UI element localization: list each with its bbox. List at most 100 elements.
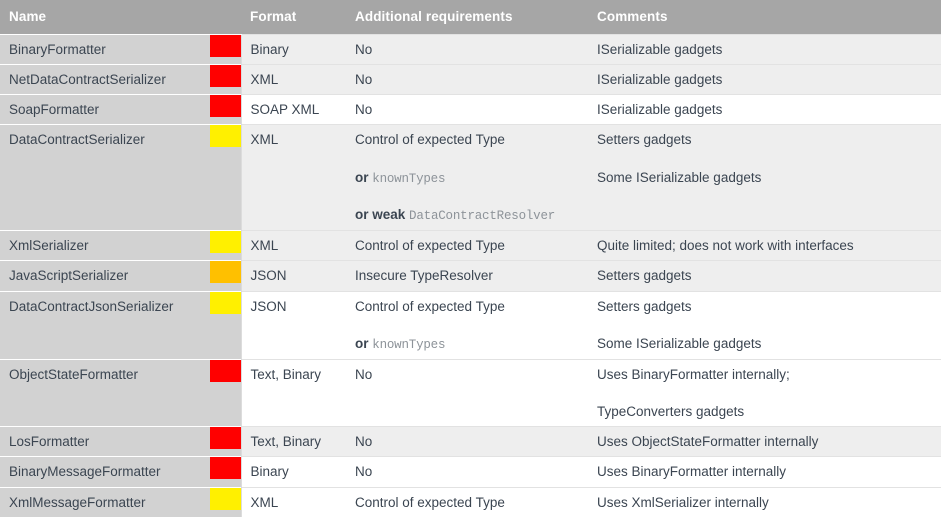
- risk-indicator-low: [210, 487, 241, 510]
- comments-line: ISerializable gadgets: [597, 102, 723, 117]
- additional_requirements-line: Control of expected Type: [355, 298, 505, 314]
- comments-line: Uses BinaryFormatter internally;: [597, 366, 790, 382]
- cell-additional-requirements: Control of expected Type: [346, 229, 588, 261]
- table-row: LosFormatter Text, Binary No Uses ObjectSta…: [0, 425, 941, 457]
- cell-additional-requirements: No: [346, 63, 588, 95]
- table-row: XmlMessageFormatter XML Control of expecte…: [0, 486, 941, 517]
- comments-line: TypeConverters gadgets: [597, 403, 745, 419]
- cell-serializer-name: JavaScriptSerializer: [0, 260, 210, 291]
- comments-line: Uses ObjectStateFormatter internally: [597, 434, 819, 449]
- cell-risk-swatch: [210, 290, 241, 359]
- cell-comments: Uses BinaryFormatter internally: [588, 456, 941, 487]
- column-header-additional-requirements: Additional requirements: [346, 0, 588, 34]
- comments-line: Setters gadgets: [597, 268, 692, 284]
- table-row: DataContractSerializer XML Control of expe…: [0, 124, 941, 231]
- cell-risk-swatch: [210, 260, 241, 291]
- cell-serializer-name: LosFormatter: [0, 425, 210, 457]
- cell-format: Text, Binary: [240, 425, 346, 457]
- cell-serializer-name: NetDataContractSerializer: [0, 63, 210, 95]
- cell-format: Binary: [240, 456, 346, 487]
- table-row: BinaryFormatter Binary No ISerializable gad…: [0, 33, 941, 65]
- column-header-name: Name: [0, 0, 210, 34]
- cell-serializer-name: XmlMessageFormatter: [0, 486, 210, 517]
- cell-serializer-name: SoapFormatter: [0, 93, 210, 125]
- table-row: DataContractJsonSerializer JSON Control of…: [0, 290, 941, 359]
- risk-indicator-low: [210, 291, 241, 314]
- comments-line: ISerializable gadgets: [597, 41, 723, 57]
- table-row: XmlSerializer XML Control of expected Type…: [0, 229, 941, 261]
- cell-risk-swatch: [210, 33, 241, 65]
- comments-line: Some ISerializable gadgets: [597, 169, 762, 185]
- additional_requirements-line: No: [355, 434, 373, 449]
- cell-format: JSON: [240, 290, 346, 359]
- additional_requirements-line-prefix: or weak: [355, 207, 406, 223]
- cell-risk-swatch: [210, 93, 241, 125]
- additional_requirements-line: Control of expected Type: [355, 132, 505, 148]
- cell-format: XML: [240, 63, 346, 95]
- cell-comments: Uses XmlSerializer internally: [588, 486, 941, 517]
- cell-format: XML: [240, 124, 346, 231]
- table-row: SoapFormatter SOAP XML No ISerializable gad…: [0, 93, 941, 125]
- risk-indicator-high: [210, 95, 241, 117]
- cell-comments: Uses ObjectStateFormatter internally: [588, 425, 941, 457]
- risk-indicator-medium: [210, 261, 241, 284]
- additional_requirements-line: or weak DataContractResolver: [355, 205, 580, 226]
- risk-indicator-high: [210, 427, 241, 449]
- cell-risk-swatch: [210, 486, 241, 517]
- header-row: Name Format Additional requirements Comm…: [0, 0, 941, 34]
- cell-additional-requirements: No: [346, 456, 588, 487]
- column-header-format: Format: [241, 0, 346, 34]
- cell-additional-requirements: No: [346, 358, 588, 427]
- additional_requirements-line: No: [355, 102, 373, 117]
- cell-serializer-name: BinaryMessageFormatter: [0, 456, 210, 487]
- cell-format: Binary: [240, 33, 346, 65]
- cell-format: XML: [240, 486, 346, 517]
- cell-serializer-name: XmlSerializer: [0, 229, 210, 261]
- table-row: NetDataContractSerializer XML No ISerializa…: [0, 63, 941, 95]
- risk-indicator-low: [210, 231, 241, 253]
- cell-serializer-name: ObjectStateFormatter: [0, 358, 210, 427]
- additional_requirements-line: Insecure TypeResolver: [355, 268, 493, 284]
- cell-comments: Setters gadgets: [588, 260, 941, 291]
- cell-additional-requirements: Insecure TypeResolver: [346, 260, 588, 291]
- additional_requirements-line: or knownTypes: [355, 168, 580, 189]
- comments-line: Setters gadgets: [597, 132, 692, 148]
- additional_requirements-line: No: [355, 366, 373, 382]
- risk-indicator-high: [210, 359, 241, 382]
- additional_requirements-line: or knownTypes: [355, 334, 580, 355]
- cell-format: JSON: [240, 260, 346, 291]
- additional_requirements-line-code: DataContractResolver: [409, 209, 556, 224]
- cell-risk-swatch: [210, 63, 241, 95]
- risk-indicator-low: [210, 125, 241, 148]
- risk-indicator-high: [210, 64, 241, 87]
- cell-risk-swatch: [210, 358, 241, 427]
- additional_requirements-line-prefix: or: [355, 335, 369, 351]
- cell-additional-requirements: Control of expected Type or knownTypes or …: [346, 124, 588, 231]
- cell-additional-requirements: No: [346, 93, 588, 125]
- cell-additional-requirements: Control of expected Type or knownTypes: [346, 290, 588, 359]
- cell-additional-requirements: Control of expected Type: [346, 486, 588, 517]
- comments-line: Some ISerializable gadgets: [597, 335, 762, 351]
- cell-format: XML: [240, 229, 346, 261]
- cell-comments: Quite limited; does not work with interf…: [588, 229, 941, 261]
- additional_requirements-line: No: [355, 71, 373, 87]
- cell-comments: Setters gadgets Some ISerializable gadget…: [588, 124, 941, 231]
- table-header: Name Format Additional requirements Comm…: [0, 0, 941, 34]
- additional_requirements-line-code: knownTypes: [372, 337, 446, 352]
- cell-risk-swatch: [210, 456, 241, 487]
- cell-format: SOAP XML: [240, 93, 346, 125]
- risk-indicator-high: [210, 457, 241, 480]
- additional_requirements-line: No: [355, 464, 373, 480]
- cell-serializer-name: BinaryFormatter: [0, 33, 210, 65]
- comments-line: Uses BinaryFormatter internally: [597, 464, 787, 480]
- cell-risk-swatch: [210, 425, 241, 457]
- comments-line: ISerializable gadgets: [597, 71, 723, 87]
- cell-comments: ISerializable gadgets: [588, 63, 941, 95]
- additional_requirements-line-prefix: or: [355, 169, 369, 185]
- risk-indicator-high: [210, 34, 241, 57]
- cell-comments: Setters gadgets Some ISerializable gadget…: [588, 290, 941, 359]
- cell-serializer-name: DataContractJsonSerializer: [0, 290, 210, 359]
- cell-risk-swatch: [210, 229, 241, 261]
